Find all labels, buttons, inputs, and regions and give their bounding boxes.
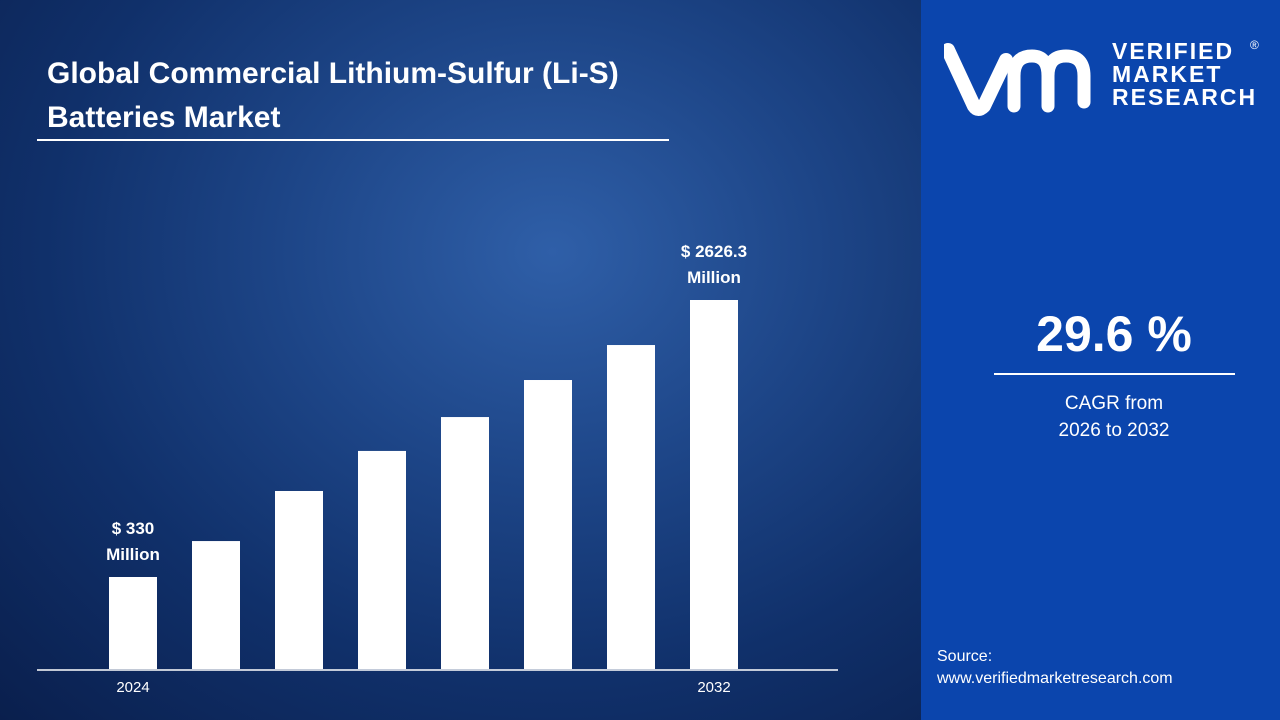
cagr-value: 29.6 % xyxy=(1036,306,1192,362)
cagr-label-line1: CAGR from xyxy=(1064,393,1164,414)
source: Source: www.verifiedmarketresearch.com xyxy=(937,646,1173,690)
data-label-value: $ 2626.3 xyxy=(681,242,747,261)
registered-mark: ® xyxy=(1250,38,1259,52)
data-label-value: $ 330 xyxy=(112,519,155,538)
x-tick-label: 2032 xyxy=(697,679,730,696)
data-label-unit: Million xyxy=(106,545,160,564)
cagr-label-line2: 2026 to 2032 xyxy=(1058,420,1170,441)
title-divider xyxy=(37,139,669,141)
brand-line3: RESEARCH xyxy=(1112,84,1258,110)
source-url[interactable]: www.verifiedmarketresearch.com xyxy=(937,670,1173,687)
bar-3 xyxy=(275,490,323,669)
data-label-unit: Million xyxy=(687,268,741,287)
bar-5 xyxy=(441,417,489,669)
bar-8 xyxy=(690,300,738,669)
bar-chart: 2024 2032 $ 330 Million $ 2626.3 Million xyxy=(37,242,838,696)
x-tick-label: 2024 xyxy=(116,679,149,696)
cagr-divider xyxy=(994,373,1235,375)
brand-line1: VERIFIED xyxy=(1112,38,1235,64)
chart-title: Global Commercial Lithium-Sulfur (Li-S) … xyxy=(47,57,619,134)
bar-1 xyxy=(109,577,157,669)
bar-6 xyxy=(524,380,572,669)
bar-2 xyxy=(192,541,240,669)
bar-4 xyxy=(358,450,406,669)
vmr-logo-icon xyxy=(944,43,1091,116)
brand-name: VERIFIED MARKET RESEARCH xyxy=(1112,40,1257,109)
cagr-label: CAGR from 2026 to 2032 xyxy=(994,390,1234,444)
brand-line2: MARKET xyxy=(1112,61,1223,87)
info-panel xyxy=(921,0,1280,720)
bar-7 xyxy=(607,345,655,669)
source-label: Source: xyxy=(937,648,993,665)
